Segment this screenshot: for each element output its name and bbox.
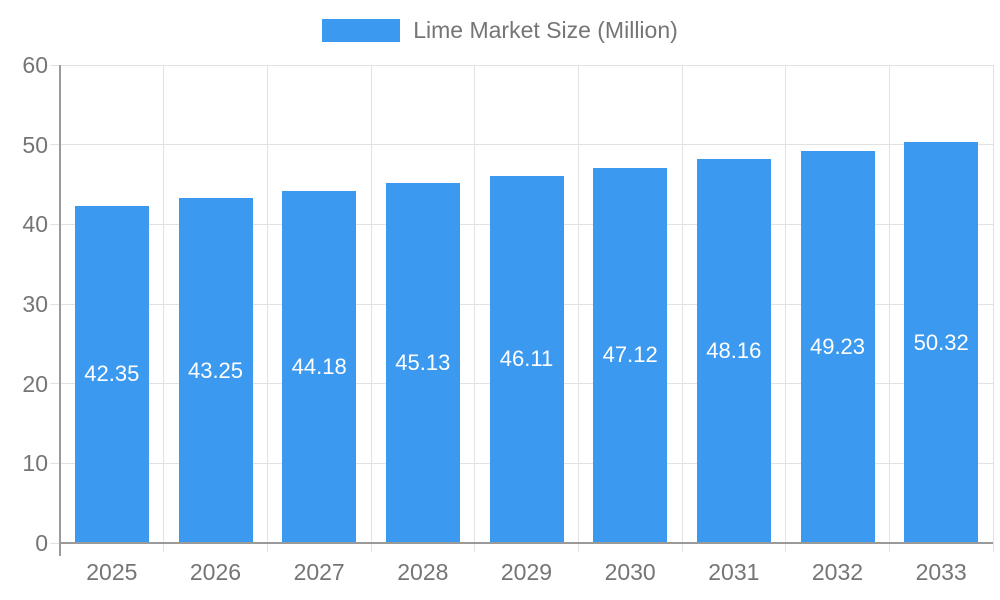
y-axis-tick <box>50 144 60 146</box>
gridline-vertical <box>681 65 683 543</box>
x-axis-tick <box>266 543 268 552</box>
gridline-vertical <box>992 65 994 543</box>
y-axis-tick <box>50 383 60 385</box>
gridline-vertical <box>474 65 476 543</box>
gridline-horizontal <box>60 64 993 66</box>
gridline-horizontal <box>60 144 993 146</box>
x-tick-label: 2026 <box>189 559 242 585</box>
x-axis-tick <box>577 543 579 552</box>
x-tick-label: 2032 <box>811 559 864 585</box>
x-axis-tick <box>681 543 683 552</box>
bar[interactable] <box>489 175 564 542</box>
gridline-vertical <box>888 65 890 543</box>
bar[interactable] <box>178 198 253 542</box>
bar[interactable] <box>800 150 875 542</box>
y-tick-label: 10 <box>22 450 48 477</box>
x-tick-label: 2029 <box>500 559 553 585</box>
y-axis-line <box>59 65 61 556</box>
x-tick-label: 2027 <box>293 559 345 585</box>
y-tick-label: 50 <box>22 131 48 158</box>
x-tick-label: 2028 <box>397 559 449 585</box>
x-axis-line <box>60 542 993 544</box>
gridline-vertical <box>163 65 165 543</box>
gridline-vertical <box>785 65 787 543</box>
x-tick-label: 2025 <box>86 559 138 585</box>
bar[interactable] <box>696 159 771 542</box>
x-axis-tick <box>785 543 787 552</box>
legend-label: Lime Market Size (Million) <box>413 17 678 43</box>
x-axis-tick <box>370 543 372 552</box>
legend-swatch <box>322 19 401 42</box>
gridline-vertical <box>266 65 268 543</box>
gridline-vertical <box>370 65 372 543</box>
y-axis-tick <box>50 64 60 66</box>
x-axis-tick <box>163 543 165 552</box>
x-axis-tick <box>992 543 994 552</box>
legend[interactable]: Lime Market Size (Million) <box>0 17 1000 44</box>
y-axis-tick <box>50 223 60 225</box>
y-tick-label: 60 <box>22 52 48 78</box>
x-axis-tick <box>888 543 890 552</box>
bar[interactable] <box>385 183 460 542</box>
y-tick-label: 20 <box>22 370 48 397</box>
bar[interactable] <box>74 205 149 542</box>
bar[interactable] <box>282 191 357 542</box>
y-axis-tick <box>50 303 60 305</box>
x-tick-label: 2030 <box>604 559 656 585</box>
x-axis-tick <box>474 543 476 552</box>
y-tick-label: 0 <box>35 530 48 556</box>
y-tick-label: 30 <box>22 291 48 317</box>
bar[interactable] <box>904 142 979 542</box>
y-axis-tick <box>50 542 60 544</box>
gridline-vertical <box>577 65 579 543</box>
bar[interactable] <box>593 167 668 542</box>
y-axis-tick <box>50 462 60 464</box>
x-tick-label: 2033 <box>915 559 967 585</box>
x-tick-label: 2031 <box>708 559 760 585</box>
y-tick-label: 40 <box>22 211 48 238</box>
